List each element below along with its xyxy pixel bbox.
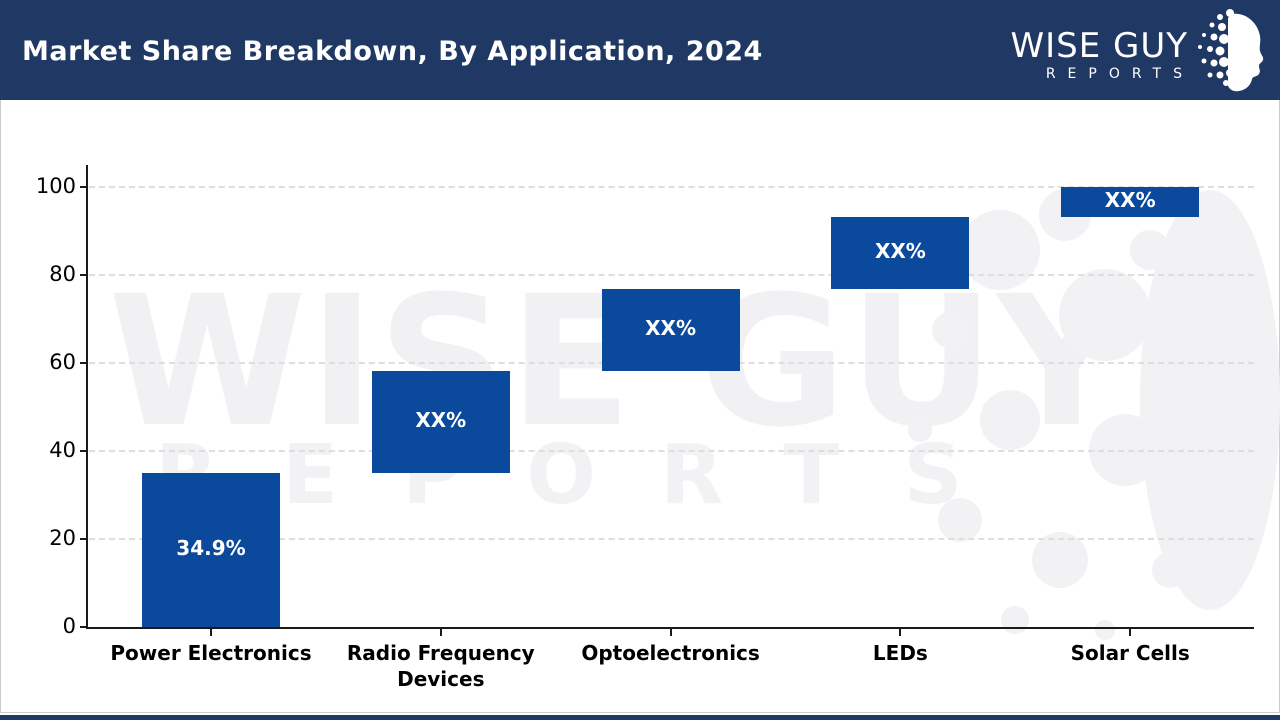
logo-wordmark: WISE GUY (1010, 26, 1188, 66)
x-tick-label: Optoelectronics (581, 641, 760, 665)
y-tick-mark (80, 626, 87, 628)
page-title: Market Share Breakdown, By Application, … (22, 36, 763, 67)
logo: WISE GUY REPORTS (1006, 4, 1266, 96)
bar-value-label: XX% (645, 315, 697, 340)
x-axis (86, 627, 1254, 629)
y-tick-label: 60 (49, 350, 76, 374)
bar-power-electronics: 34.9% (142, 473, 280, 627)
x-tick-label: LEDs (872, 641, 928, 665)
x-tick-label: Power Electronics (110, 641, 312, 665)
y-tick-label: 0 (62, 614, 76, 638)
bar-value-label: 34.9% (176, 536, 246, 561)
y-tick-label: 80 (49, 262, 76, 286)
y-tick-label: 40 (49, 438, 76, 462)
x-tick-mark (899, 629, 902, 636)
x-tick-mark (669, 629, 672, 636)
gridline (89, 274, 1254, 276)
bar-value-label: XX% (415, 408, 467, 433)
bar-value-label: XX% (874, 238, 926, 263)
header: Market Share Breakdown, By Application, … (0, 0, 1280, 100)
y-tick-label: 20 (49, 526, 76, 550)
gridline (89, 186, 1254, 188)
x-tick-mark (439, 629, 442, 636)
y-tick-mark (80, 538, 87, 540)
y-tick-mark (80, 186, 87, 188)
logo-subtitle: REPORTS (1045, 66, 1194, 82)
gridline (89, 538, 1254, 540)
y-axis (86, 165, 88, 627)
x-tick-label: Solar Cells (1070, 641, 1190, 665)
logo-face-icon (1198, 9, 1264, 92)
bar-value-label: XX% (1104, 187, 1156, 212)
y-tick-mark (80, 274, 87, 276)
bar-leds: XX% (831, 216, 970, 290)
bar-optoelectronics: XX% (601, 289, 740, 371)
footer-bar (0, 715, 1280, 720)
y-tick-mark (80, 450, 87, 452)
x-tick-mark (210, 629, 212, 636)
gridline (89, 450, 1254, 452)
y-tick-label: 100 (35, 174, 76, 198)
x-tick-mark (1129, 629, 1132, 636)
bar-radio-frequency-devices: XX% (371, 370, 510, 474)
y-tick-mark (80, 362, 87, 364)
bar-solar-cells: XX% (1061, 187, 1200, 217)
x-tick-label: Radio Frequency Devices (346, 641, 535, 691)
